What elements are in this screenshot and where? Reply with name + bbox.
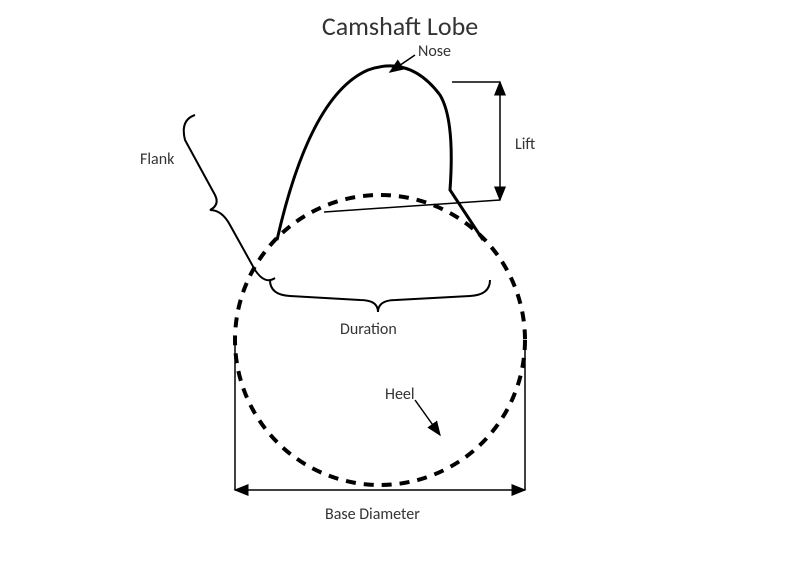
duration-label: Duration [340, 320, 397, 339]
nose-label: Nose [418, 42, 451, 61]
camshaft-diagram [0, 0, 800, 562]
base-diameter-label: Base Diameter [325, 505, 420, 524]
duration-brace [270, 280, 490, 312]
heel-label: Heel [385, 385, 415, 404]
lift-label: Lift [515, 135, 535, 154]
lift-slope-line [324, 200, 500, 212]
flank-label: Flank [140, 150, 174, 169]
heel-pointer [415, 400, 440, 435]
